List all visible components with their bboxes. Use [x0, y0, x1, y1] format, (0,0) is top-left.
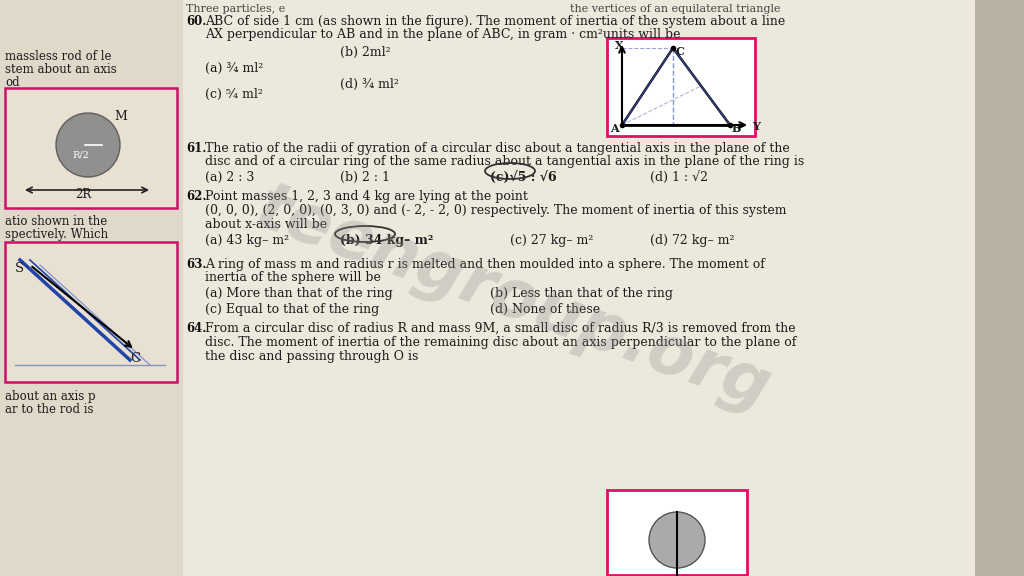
Bar [975, 0, 1024, 576]
Text: the disc and passing through O is: the disc and passing through O is [205, 350, 419, 363]
Text: ABC of side 1 cm (as shown in the figure). The moment of inertia of the system a: ABC of side 1 cm (as shown in the figure… [205, 15, 785, 28]
Text: inertia of the sphere will be: inertia of the sphere will be [205, 271, 381, 284]
Text: (a) ¾ ml²: (a) ¾ ml² [205, 62, 263, 75]
Text: Point masses 1, 2, 3 and 4 kg are lying at the point: Point masses 1, 2, 3 and 4 kg are lying … [205, 190, 528, 203]
FancyBboxPatch shape [607, 490, 746, 575]
FancyBboxPatch shape [607, 38, 755, 136]
Text: teengroup.org: teengroup.org [246, 176, 778, 424]
Text: about x-axis will be: about x-axis will be [205, 218, 327, 231]
Text: disc and of a circular ring of the same radius about a tangential axis in the pl: disc and of a circular ring of the same … [205, 155, 804, 168]
Text: (d) 1 : √2: (d) 1 : √2 [650, 171, 708, 184]
Text: 60.: 60. [186, 15, 207, 28]
Circle shape [649, 512, 705, 568]
Text: (b) Less than that of the ring: (b) Less than that of the ring [490, 287, 673, 300]
Text: (b) 2 : 1: (b) 2 : 1 [340, 171, 390, 184]
Text: R/2: R/2 [72, 150, 89, 159]
Text: B: B [732, 123, 741, 134]
Text: (d) None of these: (d) None of these [490, 303, 600, 316]
Text: about an axis p: about an axis p [5, 390, 95, 403]
Text: massless rod of le: massless rod of le [5, 50, 112, 63]
Text: S: S [15, 262, 25, 275]
Text: (b) 2ml²: (b) 2ml² [340, 46, 390, 59]
Text: od: od [5, 76, 19, 89]
Text: (d) 72 kg– m²: (d) 72 kg– m² [650, 234, 734, 247]
Text: disc. The moment of inertia of the remaining disc about an axis perpendicular to: disc. The moment of inertia of the remai… [205, 336, 797, 349]
Text: X: X [615, 40, 624, 51]
Text: A: A [610, 123, 618, 134]
Text: (d) ¾ ml²: (d) ¾ ml² [340, 78, 399, 91]
Text: (c) 27 kg– m²: (c) 27 kg– m² [510, 234, 593, 247]
Text: 61.: 61. [186, 142, 207, 155]
Text: (c)√5 : √6: (c)√5 : √6 [490, 171, 557, 184]
Text: (a) 2 : 3: (a) 2 : 3 [205, 171, 254, 184]
Text: ar to the rod is: ar to the rod is [5, 403, 93, 416]
Text: (a) More than that of the ring: (a) More than that of the ring [205, 287, 393, 300]
Text: From a circular disc of radius R and mass 9M, a small disc of radius R/3 is remo: From a circular disc of radius R and mas… [205, 322, 796, 335]
Text: Three particles, e: Three particles, e [186, 4, 286, 14]
Text: stem about an axis: stem about an axis [5, 63, 117, 76]
Text: AX perpendicular to AB and in the plane of ABC, in gram · cm²units will be: AX perpendicular to AB and in the plane … [205, 28, 681, 41]
Text: spectively. Which: spectively. Which [5, 228, 109, 241]
Text: atio shown in the: atio shown in the [5, 215, 108, 228]
Text: (b) 34 kg– m²: (b) 34 kg– m² [340, 234, 433, 247]
FancyBboxPatch shape [5, 242, 177, 382]
Text: C: C [130, 352, 140, 365]
Bar [0, 0, 183, 576]
Text: M: M [114, 110, 127, 123]
Text: C: C [676, 46, 685, 57]
FancyBboxPatch shape [5, 88, 177, 208]
Text: 62.: 62. [186, 190, 207, 203]
Text: (c) ⁵⁄₄ ml²: (c) ⁵⁄₄ ml² [205, 88, 263, 101]
Text: Y: Y [752, 121, 760, 132]
Text: (a) 43 kg– m²: (a) 43 kg– m² [205, 234, 289, 247]
Text: (c) Equal to that of the ring: (c) Equal to that of the ring [205, 303, 379, 316]
Text: 2R: 2R [75, 188, 91, 201]
Text: The ratio of the radii of gyration of a circular disc about a tangential axis in: The ratio of the radii of gyration of a … [205, 142, 790, 155]
Text: 64.: 64. [186, 322, 207, 335]
Text: A ring of mass m and radius r is melted and then moulded into a sphere. The mome: A ring of mass m and radius r is melted … [205, 258, 765, 271]
Text: (0, 0, 0), (2, 0, 0), (0, 3, 0) and (- 2, - 2, 0) respectively. The moment of in: (0, 0, 0), (2, 0, 0), (0, 3, 0) and (- 2… [205, 204, 786, 217]
Text: the vertices of an equilateral triangle: the vertices of an equilateral triangle [570, 4, 780, 14]
Circle shape [56, 113, 120, 177]
Text: 63.: 63. [186, 258, 207, 271]
